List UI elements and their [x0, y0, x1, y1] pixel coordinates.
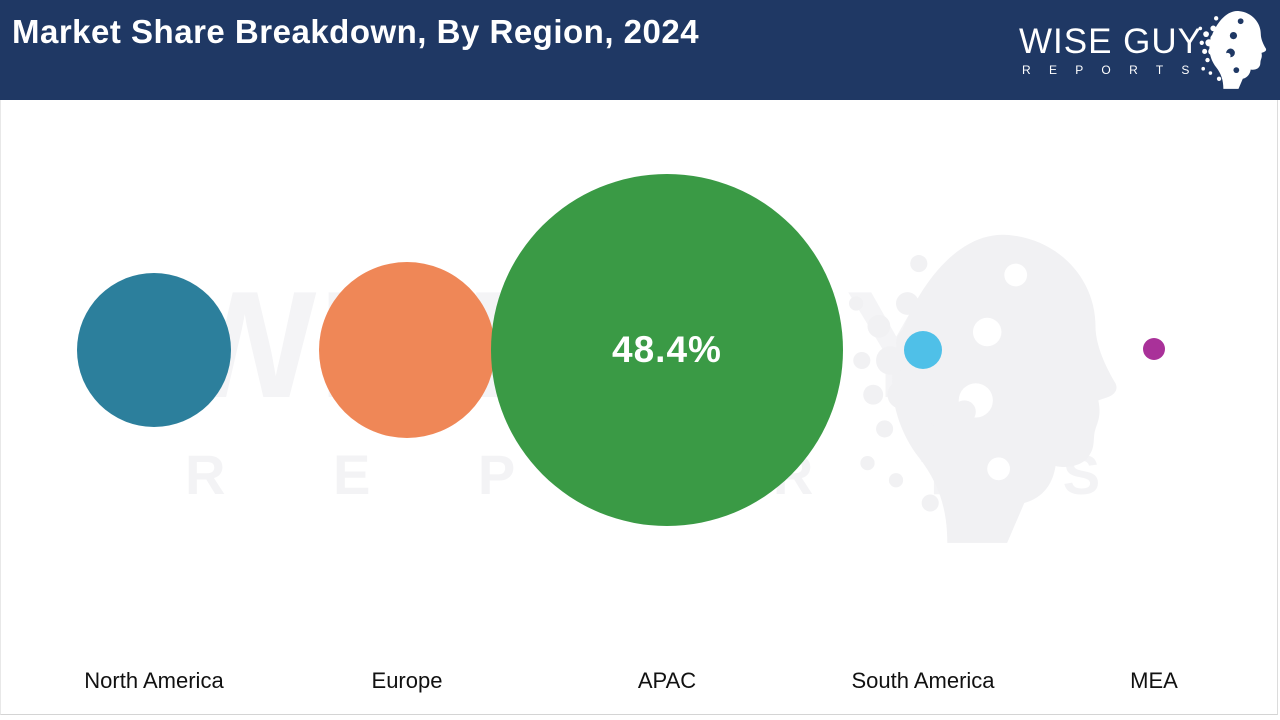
header-bar: Market Share Breakdown, By Region, 2024 …	[0, 0, 1280, 100]
category-label-mea: MEA	[1130, 668, 1178, 693]
bubble-south-america	[904, 331, 942, 369]
category-label-apac: APAC	[637, 668, 697, 693]
bubble-mea	[1143, 338, 1165, 360]
bubble-europe	[319, 262, 495, 438]
bubble-north-america	[77, 273, 231, 427]
bubble-value-label: 48.4%	[612, 329, 722, 370]
category-label-europe: Europe	[371, 668, 443, 693]
logo-subtitle: R E P O R T S	[1021, 63, 1197, 77]
wise-guy-face-icon	[1196, 6, 1268, 99]
logo-text: WISE GUY R E P O R T S	[1018, 22, 1202, 78]
page-title: Market Share Breakdown, By Region, 2024	[12, 13, 700, 50]
logo-wordmark: WISE GUY	[1018, 22, 1202, 61]
category-label-north-america: North America	[84, 668, 224, 693]
chart-area: WISE GUY R E P O R T S North AmericaEuro…	[0, 100, 1278, 715]
category-label-south-america: South America	[851, 668, 995, 693]
bubble-apac: 48.4%	[491, 174, 843, 526]
wise-guy-logo: WISE GUY R E P O R T S	[1019, 6, 1268, 99]
watermark-face-icon	[839, 218, 1124, 565]
